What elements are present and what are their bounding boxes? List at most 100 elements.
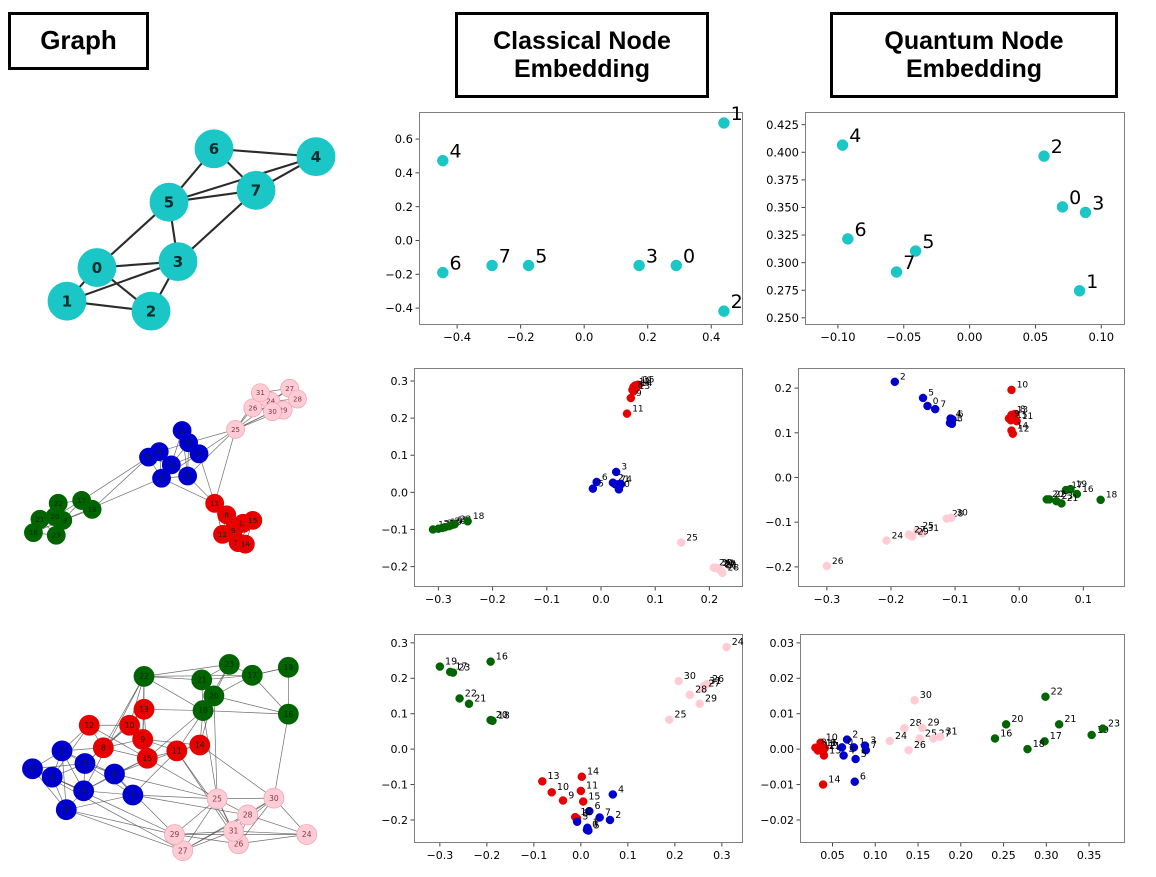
scatter-point — [455, 694, 464, 703]
scatter-point-label: 0 — [592, 820, 598, 831]
scatter-svg: 0.05 0.10 0.15 0.20 0.25 0.30 0.35 −0.02 −0.01 0.… — [760, 637, 1120, 862]
y-tick-label: 0.02 — [770, 672, 795, 685]
scatter-point-label: 10 — [557, 782, 569, 793]
scatter-point-label: 7 — [620, 475, 626, 485]
scatter-point-label: 12 — [580, 807, 592, 818]
scatter-point — [822, 561, 832, 571]
scatter-point-label: 5 — [861, 749, 867, 760]
scatter-point — [900, 723, 909, 733]
graph-node — [236, 170, 276, 210]
scatter-point-label: 19 — [457, 516, 469, 526]
scatter-svg: −0.3 −0.2 −0.1 0.0 0.1 0.2 −0.2 −0.1 0.0 0.1 0.2 0.… — [381, 375, 739, 606]
scatter-point — [611, 467, 621, 477]
scatter-point — [1012, 416, 1021, 426]
graph-node — [92, 737, 114, 759]
x-tick-label: 0.10 — [1088, 330, 1114, 344]
x-tick-label: 0.1 — [619, 849, 637, 862]
graph-node — [192, 700, 214, 721]
y-tick-label: −0.2 — [381, 814, 408, 827]
graph-node-label: 16 — [284, 710, 294, 719]
graph-node — [149, 182, 189, 222]
plot-frame — [798, 368, 1125, 587]
graph-node-label: 6 — [112, 770, 117, 779]
scatter-point-label: 30 — [684, 671, 696, 682]
scatter-point-label: 20 — [1011, 714, 1023, 725]
scatter-points: 4 2 0 3 6 57 1 — [836, 125, 1104, 297]
scatter-point-label: 28 — [910, 718, 922, 729]
graph-node-label: 23 — [52, 532, 61, 540]
graph-node-label: 13 — [139, 705, 149, 714]
x-tick-label: −0.05 — [886, 330, 921, 344]
scatter-point — [592, 477, 601, 487]
scatter-point — [1041, 692, 1050, 701]
graph-node-label: 20 — [209, 692, 219, 701]
graph-node-label: 11 — [172, 747, 182, 756]
scatter-point — [909, 245, 922, 257]
graph-node-label: 7 — [251, 182, 261, 200]
scatter-point-label: 24 — [892, 531, 904, 541]
scatter-point — [614, 485, 624, 494]
scatter-point — [947, 419, 957, 429]
scatter-point-label: 4 — [450, 141, 462, 163]
graph-nodes: 0123456789101112131415161718192021222324… — [24, 378, 307, 554]
scatter-point-label: 27 — [914, 526, 925, 536]
scatter-point-label: 8 — [1020, 405, 1026, 415]
header-quantum-line1: Quantum Node — [884, 27, 1064, 55]
y-tick-label: 0.0 — [775, 471, 793, 484]
graph-node-label: 26 — [234, 839, 244, 848]
scatter-point-label: 3 — [870, 735, 876, 746]
graph-node — [82, 499, 102, 519]
graph-node-label: 31 — [229, 827, 239, 836]
scatter-point-label: 20 — [1052, 490, 1064, 500]
scatter-point-label: 31 — [726, 561, 737, 571]
x-tick-label: 0.30 — [1034, 849, 1059, 862]
graph-node — [166, 740, 188, 762]
graph-node — [46, 525, 66, 545]
graph-node — [189, 734, 211, 756]
scatter-point — [890, 266, 903, 278]
graph-node — [262, 402, 282, 422]
y-tick-label: 0.1 — [391, 449, 409, 462]
y-tick-label: 0.1 — [775, 427, 793, 440]
scatter-point-label: 20 — [496, 710, 508, 721]
scatter-point-label: 26 — [832, 557, 844, 567]
x-tick-label: 0.1 — [646, 593, 664, 606]
y-tick-label: 0.0 — [391, 743, 409, 756]
scatter-point — [918, 529, 927, 538]
scatter-point-label: 0 — [847, 737, 853, 748]
scatter-point-label: 28 — [695, 685, 707, 696]
scatter-point-label: 21 — [1064, 714, 1076, 725]
scatter-point-label: 26 — [712, 674, 724, 685]
scatter-point — [839, 751, 848, 760]
x-tick-label: 0.0 — [1010, 593, 1028, 606]
scatter-point-label: 18 — [1106, 491, 1118, 501]
scatter-point-label: 18 — [498, 711, 510, 722]
y-tick-label: −0.4 — [385, 301, 413, 315]
scatter-point — [1057, 499, 1066, 508]
graph-node — [194, 129, 234, 169]
graph-node — [55, 799, 77, 821]
graph-node-label: 30 — [269, 794, 279, 803]
scatter-point-label: 12 — [1018, 425, 1029, 435]
x-tick-label: −0.2 — [878, 593, 905, 606]
graph-node — [119, 714, 140, 736]
scatter-point-label: 13 — [829, 745, 841, 756]
scatter-point-label: 1 — [593, 818, 599, 829]
scatter-point-label: 2 — [852, 729, 858, 740]
scatter-point — [1040, 737, 1049, 746]
scatter-point-label: 7 — [940, 400, 946, 410]
graph-node — [136, 747, 158, 769]
graph-node — [41, 766, 63, 788]
scatter-point-label: 14 — [828, 774, 840, 785]
scatter-point-label: 27 — [708, 679, 720, 690]
y-axis-ticks: −0.2 −0.1 0.0 0.1 0.2 0.3 — [381, 375, 414, 574]
graph-node — [288, 389, 307, 409]
x-tick-label: −0.1 — [942, 593, 969, 606]
x-tick-label: 0.0 — [575, 330, 593, 344]
graph-node-label: 13 — [239, 520, 248, 528]
header-quantum-line2: Embedding — [905, 55, 1043, 83]
scatter-point-label: 27 — [724, 560, 735, 570]
scatter-point — [1054, 720, 1064, 729]
graph-panel-row3: 0 1 2 3 4 5 6 7 8 9 10 11 12 13 14 15 16 17 18 19 20 21 22 23 24… — [6, 632, 366, 874]
scatter-point-label: 4 — [956, 409, 962, 419]
